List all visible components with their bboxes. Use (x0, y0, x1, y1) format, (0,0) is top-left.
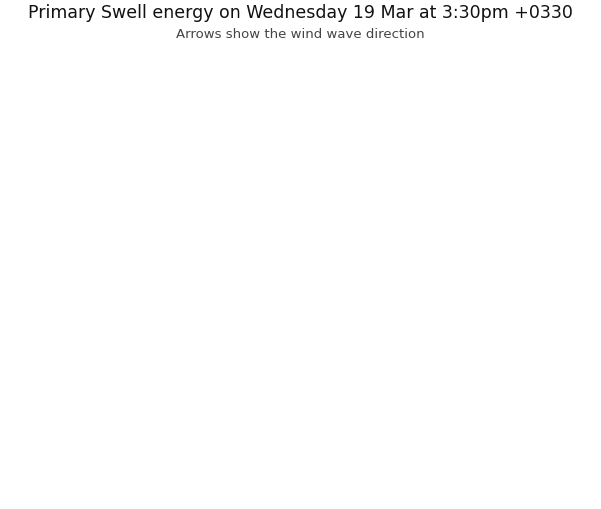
Text: Primary Swell energy on Wednesday 19 Mar at 3:30pm +0330: Primary Swell energy on Wednesday 19 Mar… (28, 4, 573, 21)
Text: Arrows show the wind wave direction: Arrows show the wind wave direction (176, 28, 425, 41)
